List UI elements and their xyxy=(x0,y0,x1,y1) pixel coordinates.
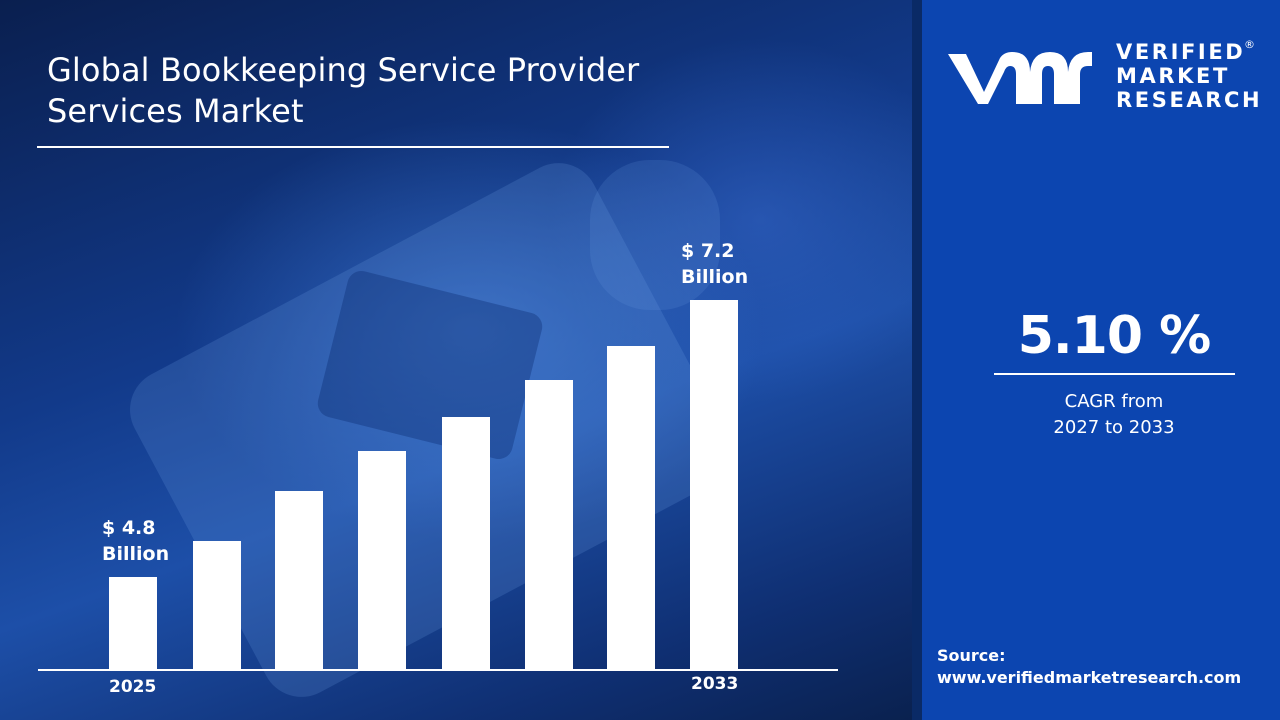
source-label: Source: xyxy=(937,646,1006,665)
x-tick-2025: 2025 xyxy=(109,677,157,697)
cagr-caption: CAGR from 2027 to 2033 xyxy=(994,389,1234,441)
cagr-value: 5.10 % xyxy=(1017,306,1212,366)
info-side-panel xyxy=(922,0,1280,720)
end-value-unit: Billion xyxy=(681,266,749,288)
x-axis-line xyxy=(38,669,838,671)
bar-7 xyxy=(607,346,655,669)
title-underline xyxy=(37,146,669,148)
start-value-amount: $ 4.8 xyxy=(102,517,156,539)
start-value-unit: Billion xyxy=(102,543,170,565)
background-photo-hand xyxy=(590,160,720,310)
x-tick-2033: 2033 xyxy=(691,674,739,694)
source-citation: Source: www.verifiedmarketresearch.com xyxy=(937,645,1241,689)
end-value-amount: $ 7.2 xyxy=(681,240,735,262)
source-url: www.verifiedmarketresearch.com xyxy=(937,668,1242,687)
registered-mark: ® xyxy=(1244,38,1255,51)
bar-chart: $ 4.8 Billion $ 7.2 Billion 2025 2033 xyxy=(38,238,838,697)
brand-line-verified: VERIFIED xyxy=(1116,40,1246,64)
page-title: Global Bookkeeping Service Provider Serv… xyxy=(47,50,767,132)
panel-divider xyxy=(912,0,922,720)
bar-2 xyxy=(193,541,241,669)
bar-4 xyxy=(358,451,406,669)
brand-logo: VERIFIED MARKET RESEARCH ® xyxy=(944,38,1264,115)
brand-line-research: RESEARCH xyxy=(1116,88,1263,112)
brand-line-market: MARKET xyxy=(1116,64,1230,88)
cagr-caption-line-1: CAGR from xyxy=(1064,391,1164,412)
start-value-label: $ 4.8 Billion xyxy=(102,515,169,567)
bar-2025 xyxy=(109,577,157,669)
bar-2033 xyxy=(690,300,738,669)
cagr-divider xyxy=(994,373,1235,375)
bar-5 xyxy=(442,417,490,669)
bar-6 xyxy=(525,380,573,669)
title-line-1: Global Bookkeeping Service Provider xyxy=(47,51,640,89)
cagr-caption-line-2: 2027 to 2033 xyxy=(1053,417,1175,438)
title-line-2: Services Market xyxy=(47,92,304,130)
vmr-logo-icon xyxy=(948,52,1092,104)
brand-name: VERIFIED MARKET RESEARCH xyxy=(1116,40,1262,112)
end-value-label: $ 7.2 Billion xyxy=(681,238,748,290)
bar-3 xyxy=(275,491,323,669)
